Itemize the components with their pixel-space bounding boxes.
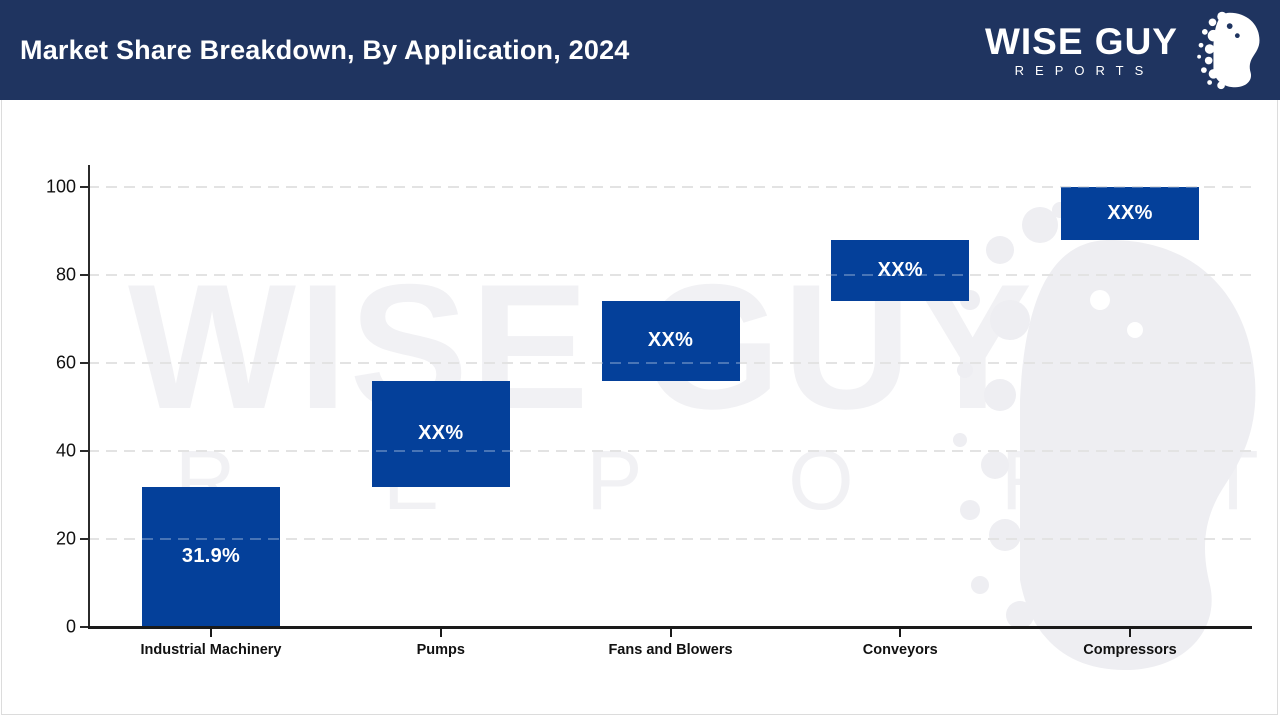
- header-bar: Market Share Breakdown, By Application, …: [0, 0, 1280, 100]
- x-tick-mark: [439, 629, 442, 637]
- y-tick-mark-0: [80, 626, 88, 628]
- y-tick-label-80: 80: [55, 264, 76, 285]
- x-tick-mark: [210, 629, 212, 637]
- x-category-label: Industrial Machinery: [140, 642, 282, 658]
- x-tick-mark: [1129, 629, 1131, 637]
- y-tick-mark-20: [80, 538, 88, 540]
- y-tick-label-100: 100: [45, 176, 76, 197]
- x-category-label: Fans and Blowers: [608, 642, 733, 658]
- y-tick-mark-80: [80, 274, 88, 276]
- bar-value-label: XX%: [877, 259, 923, 282]
- bar-fans-and-blowers: XX%: [601, 301, 740, 381]
- y-tick-mark-100: [80, 186, 88, 188]
- bar-conveyors: XX%: [831, 239, 970, 302]
- bar-value-label: XX%: [1107, 201, 1153, 224]
- y-tick-mark-60: [80, 362, 88, 364]
- y-tick-label-60: 60: [55, 352, 76, 373]
- bar-industrial-machinery: 31.9%: [142, 486, 280, 627]
- logo-subtitle: REPORTS: [1014, 62, 1155, 78]
- bar-compressors: XX%: [1061, 187, 1199, 240]
- x-axis-line: [88, 626, 1252, 629]
- y-axis-line: [88, 165, 90, 629]
- y-tick-label-0: 0: [65, 616, 76, 637]
- logo-wordmark: WISE GUY: [984, 20, 1178, 62]
- x-tick-mark: [669, 629, 672, 637]
- x-tick-mark: [899, 629, 902, 637]
- bar-pumps: XX%: [371, 380, 510, 487]
- logo-text: WISE GUY REPORTS: [985, 23, 1178, 78]
- x-category-label: Conveyors: [862, 642, 938, 658]
- logo-head-icon: [1197, 11, 1260, 90]
- bar-value-label: 31.9%: [181, 545, 241, 568]
- bar-value-label: XX%: [647, 329, 694, 352]
- wise-guy-logo: WISE GUY REPORTS: [985, 7, 1280, 93]
- x-category-label: Pumps: [416, 642, 465, 658]
- y-tick-label-20: 20: [55, 528, 76, 549]
- y-tick-label-40: 40: [55, 440, 76, 461]
- y-tick-mark-40: [80, 450, 88, 452]
- chart-title: Market Share Breakdown, By Application, …: [20, 34, 630, 65]
- bar-value-label: XX%: [418, 422, 464, 445]
- x-category-label: Compressors: [1083, 642, 1177, 658]
